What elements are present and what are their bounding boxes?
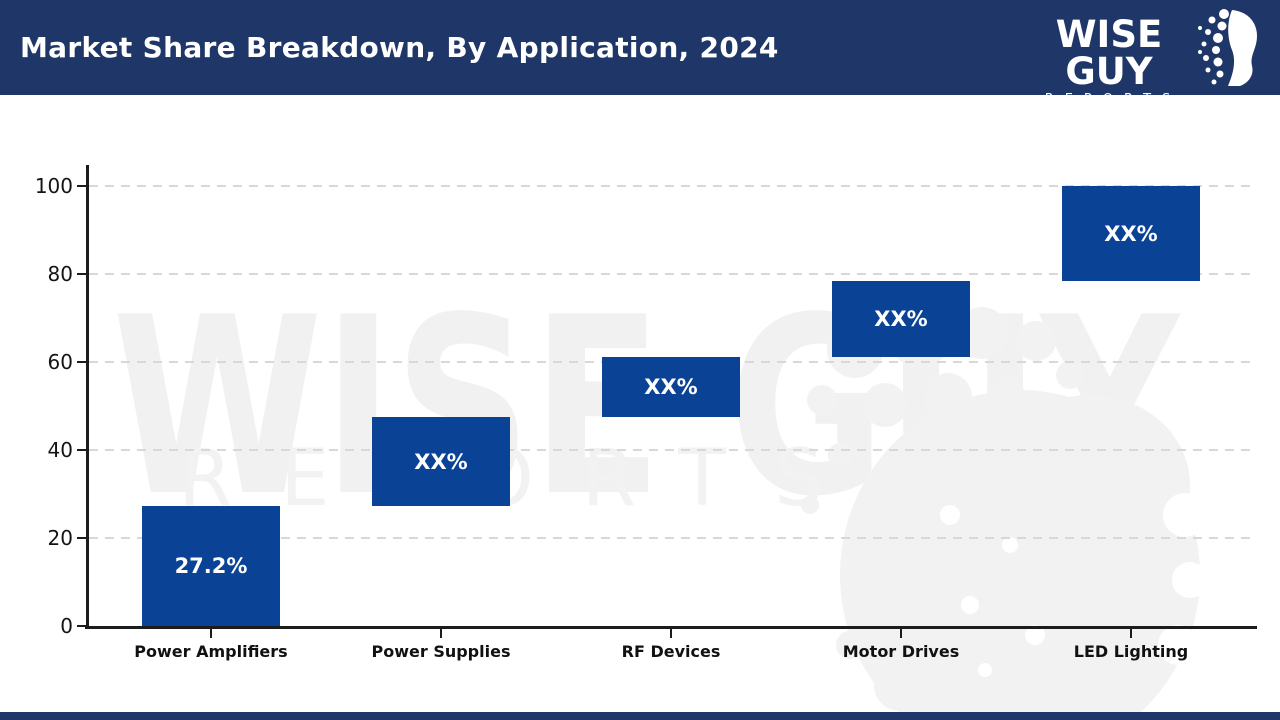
bar-value-label: XX% xyxy=(414,449,468,474)
chart-title: Market Share Breakdown, By Application, … xyxy=(20,31,779,64)
gridline-40 xyxy=(89,449,1257,451)
gridline-100 xyxy=(89,185,1257,187)
y-tick-label-100: 100 xyxy=(34,174,73,198)
bar-value-label: 27.2% xyxy=(174,554,248,579)
y-tick-20 xyxy=(77,537,86,539)
x-tick-0 xyxy=(210,629,212,638)
y-tick-60 xyxy=(77,361,86,363)
y-axis-line xyxy=(86,165,89,629)
x-axis-line xyxy=(85,626,1257,629)
category-label: LED Lighting xyxy=(1073,642,1189,661)
bar-power-amplifiers: 27.2% xyxy=(142,506,280,626)
watermark-reports-text: REPORTS xyxy=(178,434,872,524)
logo-text: WISE GUY REPORTS xyxy=(1016,16,1202,107)
wiseguy-logo: WISE GUY REPORTS xyxy=(1016,6,1266,107)
category-label: Power Supplies xyxy=(371,642,511,661)
logo-face-icon xyxy=(1198,9,1257,86)
y-tick-80 xyxy=(77,273,86,275)
logo-brand-text: WISE GUY xyxy=(1055,13,1163,93)
category-label: RF Devices xyxy=(621,642,721,661)
bar-led-lighting: XX% xyxy=(1062,186,1200,282)
header-bar: Market Share Breakdown, By Application, … xyxy=(0,0,1280,107)
footer-bar xyxy=(0,712,1280,720)
bar-power-supplies: XX% xyxy=(372,417,510,507)
y-tick-label-40: 40 xyxy=(47,438,73,462)
y-tick-label-20: 20 xyxy=(47,526,73,550)
bar-motor-drives: XX% xyxy=(832,281,970,357)
x-tick-1 xyxy=(440,629,442,638)
bar-value-label: XX% xyxy=(874,307,928,332)
y-tick-label-80: 80 xyxy=(47,262,73,286)
bar-rf-devices: XX% xyxy=(602,356,740,417)
y-tick-label-60: 60 xyxy=(47,350,73,374)
x-tick-4 xyxy=(1130,629,1132,638)
y-tick-0 xyxy=(77,625,86,627)
y-tick-label-0: 0 xyxy=(60,614,73,638)
y-tick-40 xyxy=(77,449,86,451)
gridline-80 xyxy=(89,273,1257,275)
category-label: Motor Drives xyxy=(842,642,960,661)
chart-area: WISE GUY REPORTS 27.2%XX%XX xyxy=(0,95,1280,712)
y-tick-100 xyxy=(77,185,86,187)
bar-value-label: XX% xyxy=(644,374,698,399)
category-label: Power Amplifiers xyxy=(134,642,288,661)
x-tick-2 xyxy=(670,629,672,638)
x-tick-3 xyxy=(900,629,902,638)
gridline-20 xyxy=(89,537,1257,539)
bar-value-label: XX% xyxy=(1104,221,1158,246)
